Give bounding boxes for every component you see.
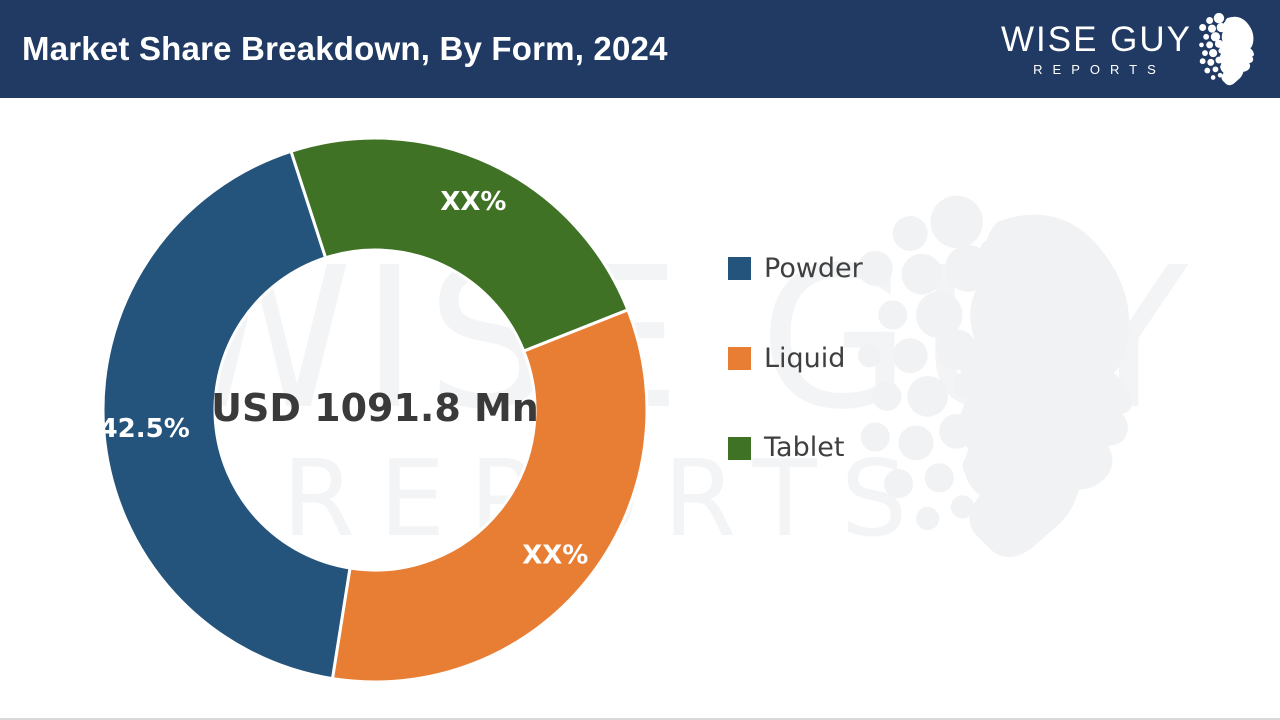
legend-label-tablet: Tablet xyxy=(764,432,845,464)
legend-label-liquid: Liquid xyxy=(764,342,846,374)
chart-legend: Powder Liquid Tablet xyxy=(728,254,863,463)
wise-guy-head-icon xyxy=(1198,11,1262,87)
legend-swatch-powder xyxy=(728,257,751,281)
legend-item-liquid: Liquid xyxy=(728,342,863,374)
page-title: Market Share Breakdown, By Form, 2024 xyxy=(22,30,668,67)
bottom-border xyxy=(0,718,1280,720)
wise-guy-logo: WISE GUY REPORTS xyxy=(1001,11,1262,87)
segment-tablet xyxy=(289,136,630,354)
legend-swatch-liquid xyxy=(728,347,751,371)
segment-label-tablet: XX% xyxy=(440,187,506,217)
segment-powder xyxy=(101,149,352,681)
legend-swatch-tablet xyxy=(728,436,751,460)
logo-wordmark: WISE GUY REPORTS xyxy=(1001,22,1192,76)
segment-label-liquid: XX% xyxy=(522,541,588,571)
chart-center-value: USD 1091.8 Mn xyxy=(211,386,539,430)
legend-label-powder: Powder xyxy=(764,253,863,284)
segment-liquid xyxy=(330,307,649,684)
legend-item-powder: Powder xyxy=(728,254,863,284)
logo-line1: WISE GUY xyxy=(1000,20,1192,59)
header-bar: Market Share Breakdown, By Form, 2024 WI… xyxy=(0,0,1280,98)
segment-label-powder: 42.5% xyxy=(100,414,190,444)
logo-line2: REPORTS xyxy=(1033,62,1166,77)
legend-item-tablet: Tablet xyxy=(728,433,863,463)
